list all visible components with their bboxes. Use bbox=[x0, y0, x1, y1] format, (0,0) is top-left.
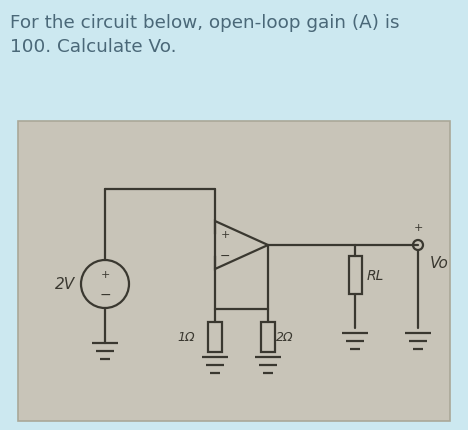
Text: +: + bbox=[220, 230, 230, 240]
Text: For the circuit below, open-loop gain (A) is: For the circuit below, open-loop gain (A… bbox=[10, 14, 400, 32]
Text: +: + bbox=[100, 269, 110, 280]
Bar bbox=[18, 122, 450, 421]
Text: −: − bbox=[220, 249, 230, 262]
Text: 1Ω: 1Ω bbox=[177, 331, 195, 344]
Text: −: − bbox=[99, 287, 111, 301]
Bar bbox=[208, 322, 222, 352]
Text: RL: RL bbox=[367, 268, 384, 283]
Text: 100. Calculate Vo.: 100. Calculate Vo. bbox=[10, 38, 176, 56]
Text: 2Ω: 2Ω bbox=[276, 331, 293, 344]
Text: +: + bbox=[413, 222, 423, 233]
Bar bbox=[261, 322, 275, 352]
Text: 2V: 2V bbox=[55, 277, 75, 292]
Bar bbox=[349, 256, 361, 294]
Text: Vo: Vo bbox=[430, 256, 449, 271]
